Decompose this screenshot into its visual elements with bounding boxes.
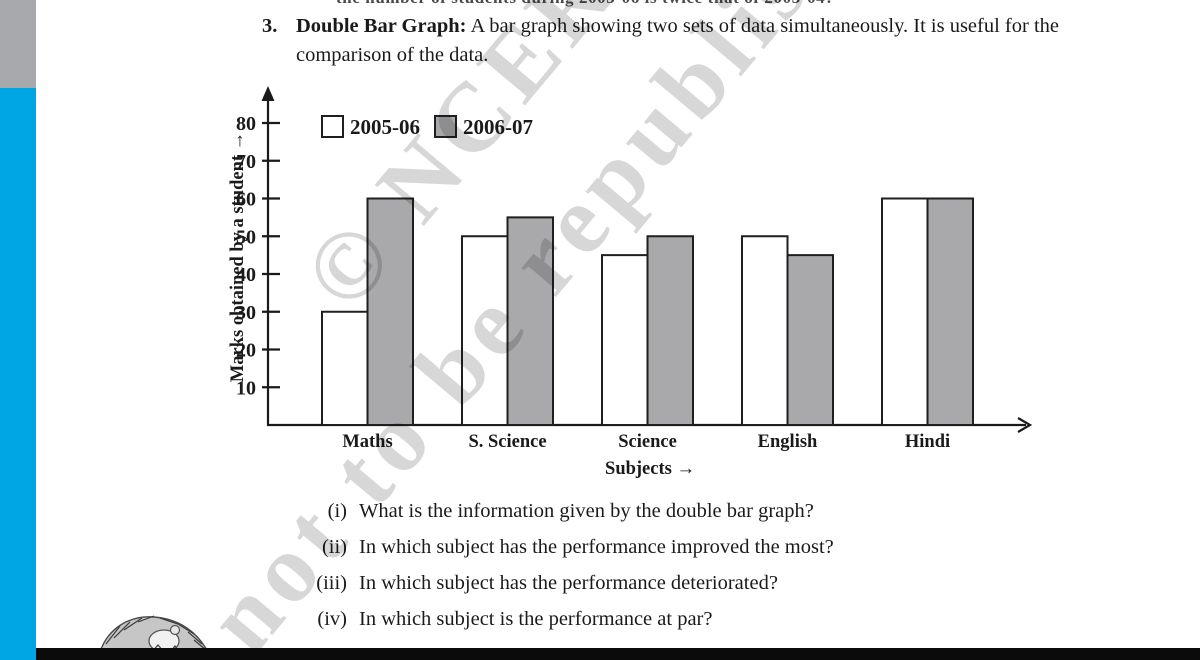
section-definition-text: A bar graph showing two sets of data sim… bbox=[296, 15, 1059, 66]
question-text: In which subject has the performance det… bbox=[359, 572, 778, 594]
question-number: (iv) bbox=[317, 608, 347, 630]
double-bar-chart: Marks obtained by a student → Subjects →… bbox=[228, 86, 1033, 479]
x-category-label: English bbox=[758, 432, 818, 452]
chart-bars-group: 10 20 30 40 50 60 70 80 Maths S. Science Science En… bbox=[236, 113, 974, 452]
y-tick-label: 20 bbox=[236, 340, 256, 362]
x-axis-title: Subjects → bbox=[605, 459, 695, 479]
clipped-text: the number of students during 2005-06 is… bbox=[336, 0, 991, 7]
legend-label: 2005-06 bbox=[350, 115, 420, 139]
page-margin-blue-bar bbox=[0, 88, 36, 660]
legend-swatch bbox=[434, 115, 457, 138]
section-definition: Double Bar Graph: A bar graph showing tw… bbox=[296, 12, 1074, 70]
bar-2005-06-Maths bbox=[321, 310, 369, 426]
x-category-label: Hindi bbox=[905, 432, 950, 452]
bar-2006-07-English bbox=[786, 254, 834, 426]
y-tick-label: 80 bbox=[236, 113, 256, 135]
x-category-label: S. Science bbox=[468, 432, 546, 452]
page-bottom-rule bbox=[36, 648, 1200, 660]
y-axis-title: Marks obtained by a student → bbox=[228, 132, 248, 382]
y-tick-label: 30 bbox=[236, 302, 256, 324]
bar-2005-06-S. Science bbox=[461, 235, 509, 426]
question-list: (i) What is the information given by the… bbox=[295, 500, 1025, 631]
section-heading: 3. Double Bar Graph: A bar graph showing… bbox=[262, 12, 1082, 70]
y-tick-label: 70 bbox=[236, 151, 256, 173]
legend-label: 2006-07 bbox=[463, 115, 533, 139]
legend-swatch bbox=[321, 115, 344, 138]
section-number: 3. bbox=[262, 15, 278, 37]
clipped-text-line: the number of students during 2005-06 is… bbox=[336, 0, 991, 7]
y-tick-label: 60 bbox=[236, 189, 256, 211]
bar-2006-07-S. Science bbox=[506, 216, 554, 426]
x-category-label: Science bbox=[618, 432, 677, 452]
bar-2006-07-Hindi bbox=[926, 197, 974, 426]
bar-2006-07-Science bbox=[646, 235, 694, 426]
page-margin-gray-block bbox=[0, 0, 36, 88]
question-text: In which subject is the performance at p… bbox=[359, 608, 713, 630]
question-number: (iii) bbox=[316, 572, 347, 594]
bar-2005-06-Hindi bbox=[881, 197, 929, 426]
x-axis-arrow-icon bbox=[1017, 417, 1033, 433]
y-tick-label: 50 bbox=[236, 226, 256, 248]
bar-2005-06-Science bbox=[601, 254, 649, 426]
bar-2006-07-Maths bbox=[366, 197, 414, 426]
section-term: Double Bar Graph: bbox=[296, 15, 467, 37]
squirrel-sketch bbox=[99, 615, 209, 652]
y-tick-label: 10 bbox=[236, 377, 256, 399]
y-tick-label: 40 bbox=[236, 264, 256, 286]
question-text: What is the information given by the dou… bbox=[359, 500, 814, 522]
question-number: (i) bbox=[327, 500, 347, 522]
question-number: (ii) bbox=[321, 536, 347, 558]
y-axis-arrow-icon bbox=[261, 86, 275, 101]
bar-2005-06-English bbox=[741, 235, 789, 426]
x-category-label: Maths bbox=[342, 432, 392, 452]
question-text: In which subject has the performance imp… bbox=[359, 536, 834, 558]
